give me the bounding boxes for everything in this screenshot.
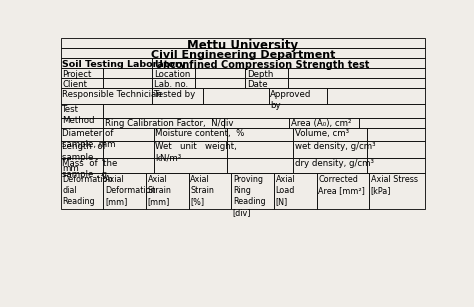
Bar	[61, 58, 152, 68]
Bar	[61, 49, 425, 58]
Text: Civil Engineering Department: Civil Engineering Department	[151, 49, 335, 60]
Bar	[228, 141, 293, 158]
Bar	[154, 141, 228, 158]
Text: Approved
by: Approved by	[270, 90, 311, 110]
Text: dry density, g/cm³: dry density, g/cm³	[295, 159, 374, 168]
Bar	[189, 173, 231, 209]
Bar	[268, 88, 327, 104]
Bar	[367, 141, 425, 158]
Bar	[367, 158, 425, 173]
Bar	[61, 158, 103, 173]
Text: Wet   unit   weight,
kN/m³: Wet unit weight, kN/m³	[155, 142, 237, 162]
Text: Lab. no.: Lab. no.	[154, 80, 188, 89]
Bar	[152, 78, 195, 88]
Bar	[293, 158, 367, 173]
Bar	[61, 173, 103, 209]
Bar	[228, 158, 293, 173]
Bar	[103, 128, 154, 141]
Bar	[61, 118, 103, 128]
Bar	[103, 78, 152, 88]
Bar	[228, 128, 293, 141]
Bar	[61, 128, 103, 141]
Bar	[61, 141, 103, 158]
Text: Date: Date	[247, 80, 267, 89]
Text: Tested by: Tested by	[154, 90, 195, 99]
Bar	[103, 68, 152, 78]
Text: Project: Project	[63, 70, 92, 79]
Text: wet density, g/cm³: wet density, g/cm³	[295, 142, 375, 151]
Bar	[61, 68, 103, 78]
Bar	[231, 173, 274, 209]
Bar	[154, 158, 228, 173]
Bar	[293, 128, 367, 141]
Bar	[146, 173, 189, 209]
Bar	[61, 104, 103, 118]
Bar	[61, 88, 152, 104]
Bar	[103, 104, 425, 118]
Bar	[103, 118, 224, 128]
Text: Axial
Strain
[%]: Axial Strain [%]	[190, 175, 214, 206]
Bar	[245, 78, 288, 88]
Bar	[195, 68, 245, 78]
Bar	[61, 78, 103, 88]
Bar	[290, 118, 359, 128]
Text: Corrected
Area [mm²]: Corrected Area [mm²]	[318, 175, 365, 195]
Text: Responsible Technician: Responsible Technician	[63, 90, 162, 99]
Text: Location: Location	[154, 70, 190, 79]
Text: Axial Stress
[kPa]: Axial Stress [kPa]	[371, 175, 418, 195]
Bar	[288, 78, 425, 88]
Text: Proving
Ring
Reading
[div]: Proving Ring Reading [div]	[233, 175, 265, 217]
Text: Area (A₀), cm²: Area (A₀), cm²	[291, 119, 352, 128]
Text: Client: Client	[63, 80, 87, 89]
Bar	[152, 88, 202, 104]
Bar	[202, 88, 268, 104]
Text: Deformation
dial
Reading: Deformation dial Reading	[63, 175, 113, 206]
Bar	[224, 118, 290, 128]
Text: Ring Calibration Factor,  N/div: Ring Calibration Factor, N/div	[105, 119, 234, 128]
Text: Soil Testing Laboratory: Soil Testing Laboratory	[63, 60, 186, 68]
Bar	[274, 173, 317, 209]
Text: Test
Method: Test Method	[63, 105, 95, 125]
Text: Unconfined Compression Strength test: Unconfined Compression Strength test	[155, 60, 369, 70]
Bar	[103, 141, 154, 158]
Bar	[369, 173, 425, 209]
Bar	[288, 68, 425, 78]
Text: Axial
Strain
[mm]: Axial Strain [mm]	[147, 175, 172, 206]
Bar	[61, 38, 425, 49]
Bar	[195, 78, 245, 88]
Bar	[152, 68, 195, 78]
Bar	[367, 128, 425, 141]
Text: Length  of
sample   ,
mm: Length of sample , mm	[63, 142, 106, 173]
Bar	[103, 173, 146, 209]
Text: Mass  of  the
sample , g: Mass of the sample , g	[63, 159, 118, 179]
Text: Axial
Deformation
[mm]: Axial Deformation [mm]	[105, 175, 155, 206]
Text: Moisture content,  %: Moisture content, %	[155, 129, 245, 138]
Bar	[293, 141, 367, 158]
Bar	[154, 128, 228, 141]
Text: Mettu University: Mettu University	[187, 39, 299, 52]
Bar	[317, 173, 369, 209]
Text: Volume, cm³: Volume, cm³	[295, 129, 349, 138]
Bar	[103, 158, 154, 173]
Bar	[359, 118, 425, 128]
Text: Depth: Depth	[247, 70, 273, 79]
Text: Axial
Load
[N]: Axial Load [N]	[275, 175, 295, 206]
Bar	[152, 58, 425, 68]
Text: Diameter of
sample, mm: Diameter of sample, mm	[63, 129, 116, 149]
Bar	[245, 68, 288, 78]
Bar	[327, 88, 425, 104]
